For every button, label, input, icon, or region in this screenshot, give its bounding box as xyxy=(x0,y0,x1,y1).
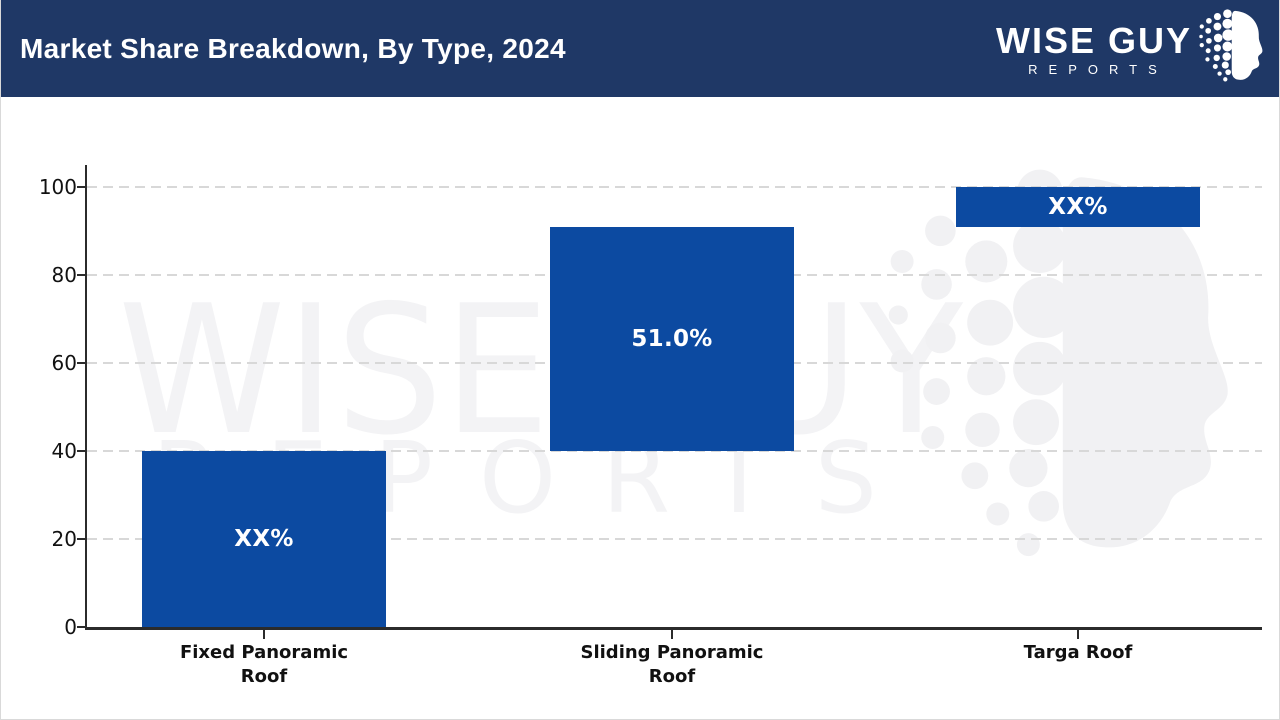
y-tick-mark xyxy=(77,626,85,628)
brand-logo: WISE GUY REPORTS xyxy=(996,8,1268,90)
brand-name-top: WISE GUY xyxy=(995,19,1192,61)
y-axis-line xyxy=(85,165,87,630)
bar-value-label: XX% xyxy=(234,526,294,552)
y-tick-mark xyxy=(77,362,85,364)
header: Market Share Breakdown, By Type, 2024 WI… xyxy=(0,0,1280,97)
y-tick-label: 20 xyxy=(51,527,77,551)
y-tick-mark xyxy=(77,274,85,276)
y-tick-mark xyxy=(77,186,85,188)
bar-segment: XX% xyxy=(142,451,386,627)
bar-value-label: XX% xyxy=(1048,193,1108,220)
gridline xyxy=(87,186,1262,188)
y-tick-mark xyxy=(77,538,85,540)
page-title: Market Share Breakdown, By Type, 2024 xyxy=(20,32,566,64)
gridline xyxy=(87,538,1262,540)
category-label: Targa Roof xyxy=(1023,642,1133,663)
y-tick-mark xyxy=(77,450,85,452)
bar-segment: XX% xyxy=(956,187,1200,227)
bar-segment: 51.0% xyxy=(550,226,794,451)
brand-name-bottom: REPORTS xyxy=(1028,61,1168,77)
y-tick-label: 0 xyxy=(64,615,77,639)
x-tick-mark xyxy=(1077,630,1079,639)
brand-name: WISE GUY REPORTS xyxy=(995,19,1192,77)
y-tick-label: 80 xyxy=(51,263,77,287)
y-tick-label: 60 xyxy=(51,351,77,375)
y-tick-label: 40 xyxy=(51,439,77,463)
category-label: Fixed Panoramic Roof xyxy=(179,642,349,688)
bar-value-label: 51.0% xyxy=(631,325,713,352)
x-tick-mark xyxy=(671,630,673,639)
gridline xyxy=(87,450,1262,452)
x-tick-mark xyxy=(263,630,265,639)
x-axis-line xyxy=(85,627,1262,630)
y-tick-label: 100 xyxy=(38,175,77,199)
category-label: Sliding Panoramic Roof xyxy=(580,642,764,688)
brand-head-icon xyxy=(1194,8,1268,90)
